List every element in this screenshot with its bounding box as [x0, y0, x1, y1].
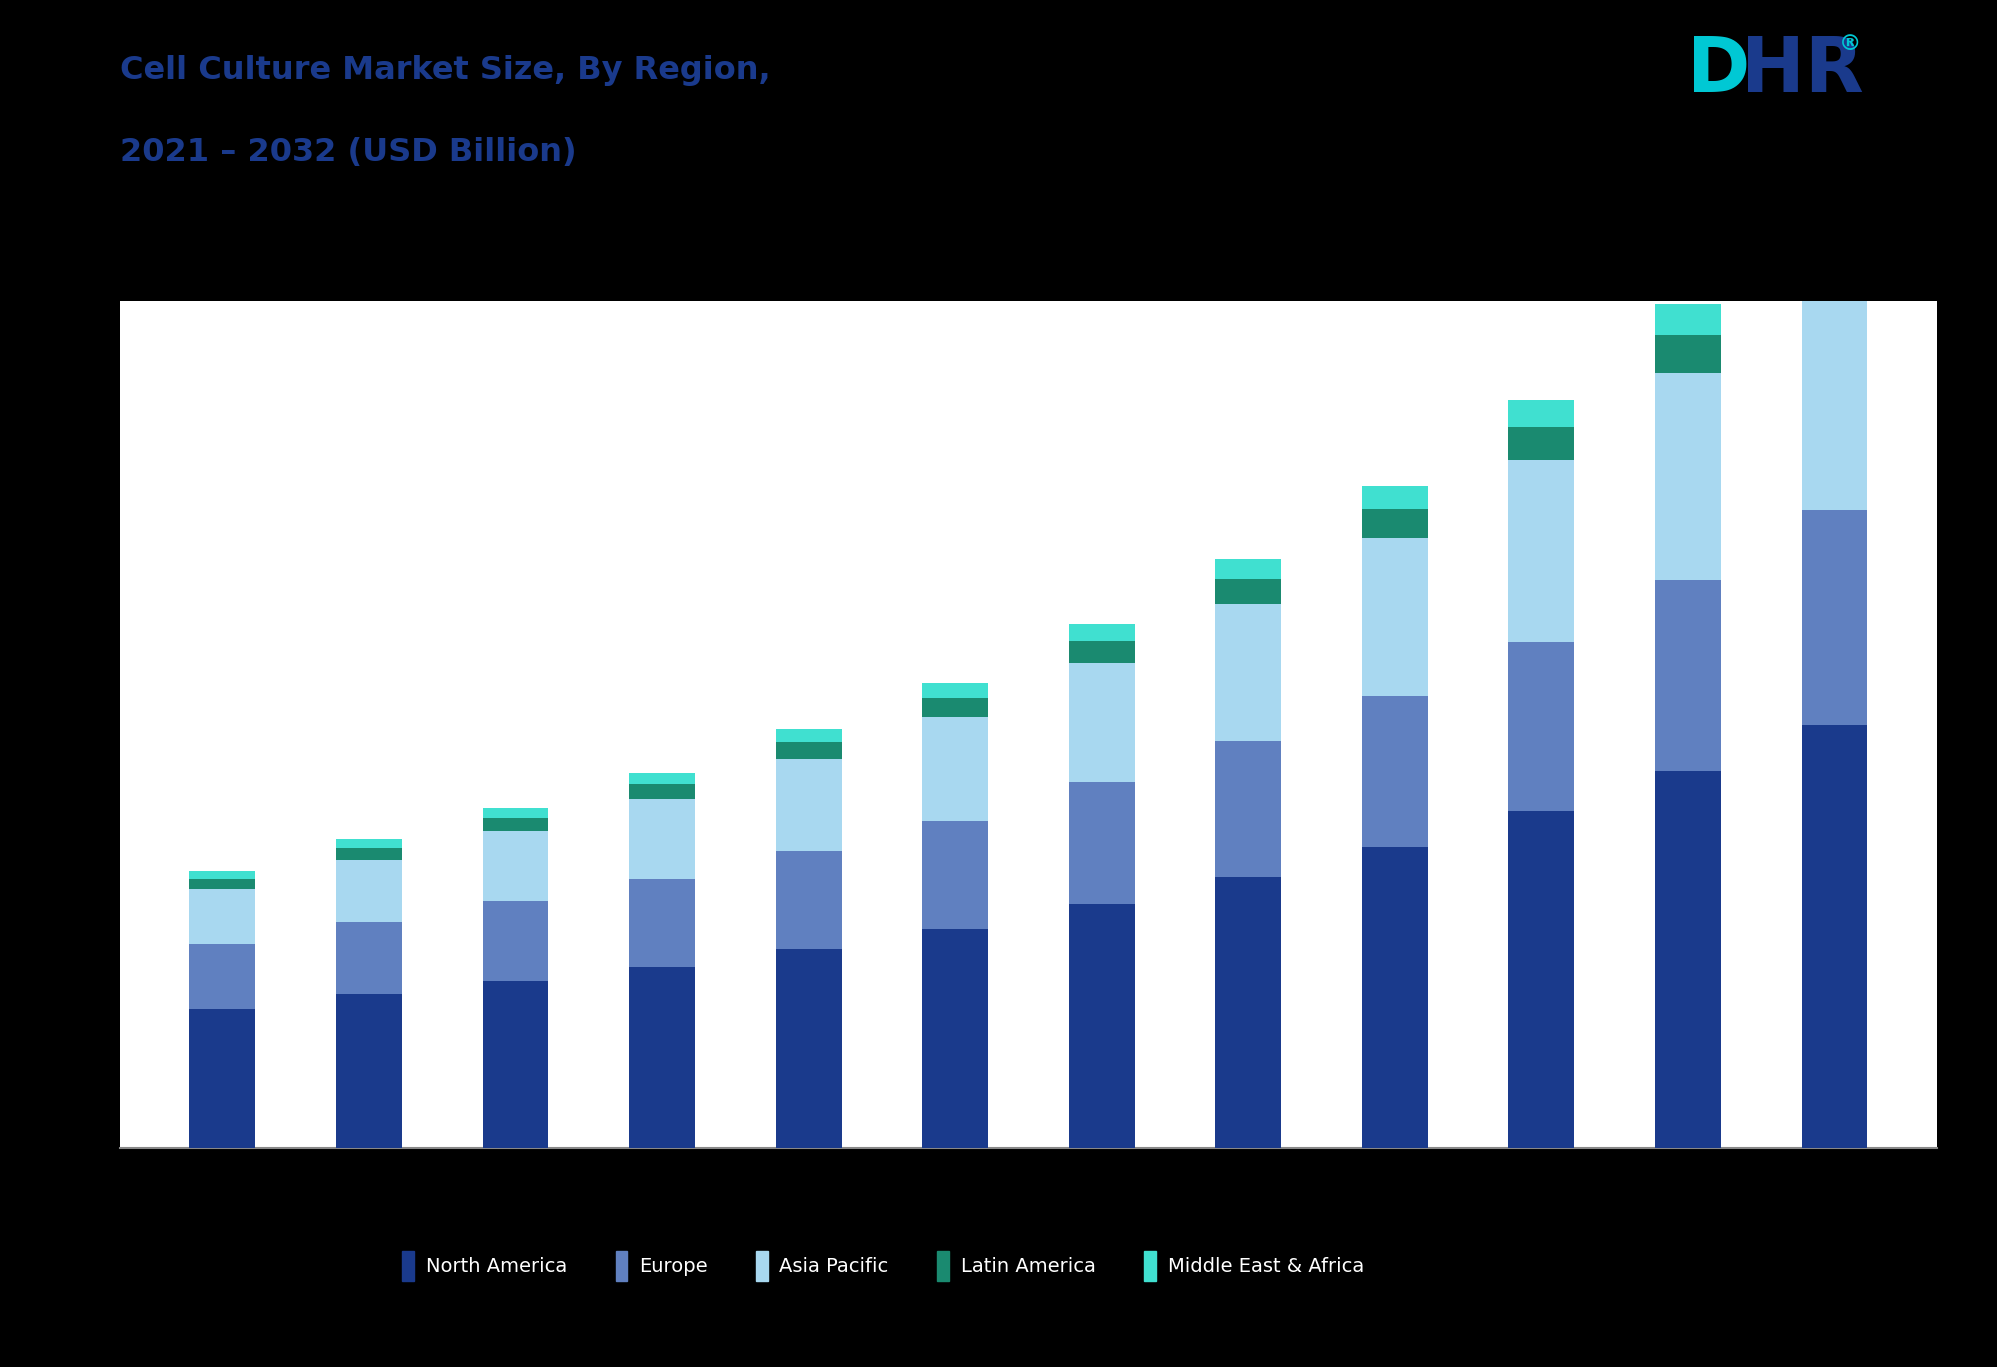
Legend: North America, Europe, Asia Pacific, Latin America, Middle East & Africa: North America, Europe, Asia Pacific, Lat…: [395, 1243, 1372, 1288]
Bar: [190, 889, 256, 943]
Text: ®: ®: [1839, 34, 1861, 55]
Bar: [483, 819, 549, 831]
Bar: [775, 730, 841, 742]
Bar: [1216, 878, 1282, 1148]
Bar: [335, 921, 401, 994]
Bar: [1216, 559, 1282, 580]
Bar: [1801, 271, 1867, 510]
Bar: [629, 879, 695, 966]
Bar: [190, 1009, 256, 1148]
Text: Cell Culture Market Size, By Region,: Cell Culture Market Size, By Region,: [120, 55, 771, 86]
Bar: [775, 760, 841, 852]
Bar: [629, 774, 695, 785]
Bar: [335, 839, 401, 848]
Bar: [923, 930, 989, 1148]
Bar: [923, 697, 989, 716]
Bar: [483, 901, 549, 980]
Bar: [335, 994, 401, 1148]
Bar: [1362, 848, 1428, 1148]
Bar: [1508, 401, 1574, 428]
Bar: [1362, 509, 1428, 539]
Bar: [1508, 428, 1574, 461]
Bar: [1216, 741, 1282, 878]
Bar: [1508, 461, 1574, 641]
Bar: [629, 800, 695, 879]
Bar: [775, 852, 841, 949]
Bar: [1216, 604, 1282, 741]
Bar: [629, 785, 695, 800]
Bar: [190, 943, 256, 1009]
Bar: [629, 966, 695, 1148]
Bar: [1068, 641, 1134, 663]
Text: HR: HR: [1741, 34, 1863, 108]
Text: D: D: [1687, 34, 1751, 108]
Bar: [1801, 191, 1867, 227]
Bar: [1068, 782, 1134, 904]
Bar: [1508, 641, 1574, 811]
Bar: [1068, 904, 1134, 1148]
Bar: [483, 808, 549, 819]
Bar: [1362, 539, 1428, 696]
Bar: [1656, 580, 1721, 771]
Bar: [1801, 227, 1867, 271]
Bar: [1362, 487, 1428, 509]
Bar: [923, 682, 989, 697]
Bar: [1656, 373, 1721, 580]
Bar: [1362, 696, 1428, 848]
Bar: [923, 822, 989, 930]
Text: 2021 – 2032 (USD Billion): 2021 – 2032 (USD Billion): [120, 137, 577, 168]
Bar: [190, 871, 256, 879]
Bar: [1801, 725, 1867, 1148]
Bar: [1068, 623, 1134, 641]
Bar: [1068, 663, 1134, 782]
Bar: [335, 860, 401, 921]
Bar: [335, 848, 401, 860]
Bar: [1801, 510, 1867, 725]
Bar: [775, 949, 841, 1148]
Bar: [190, 879, 256, 889]
Bar: [923, 716, 989, 822]
Bar: [483, 831, 549, 901]
Bar: [1656, 771, 1721, 1148]
Bar: [1656, 303, 1721, 335]
Bar: [775, 742, 841, 760]
Bar: [483, 980, 549, 1148]
Bar: [1656, 335, 1721, 373]
Bar: [1508, 811, 1574, 1148]
Bar: [1216, 580, 1282, 604]
